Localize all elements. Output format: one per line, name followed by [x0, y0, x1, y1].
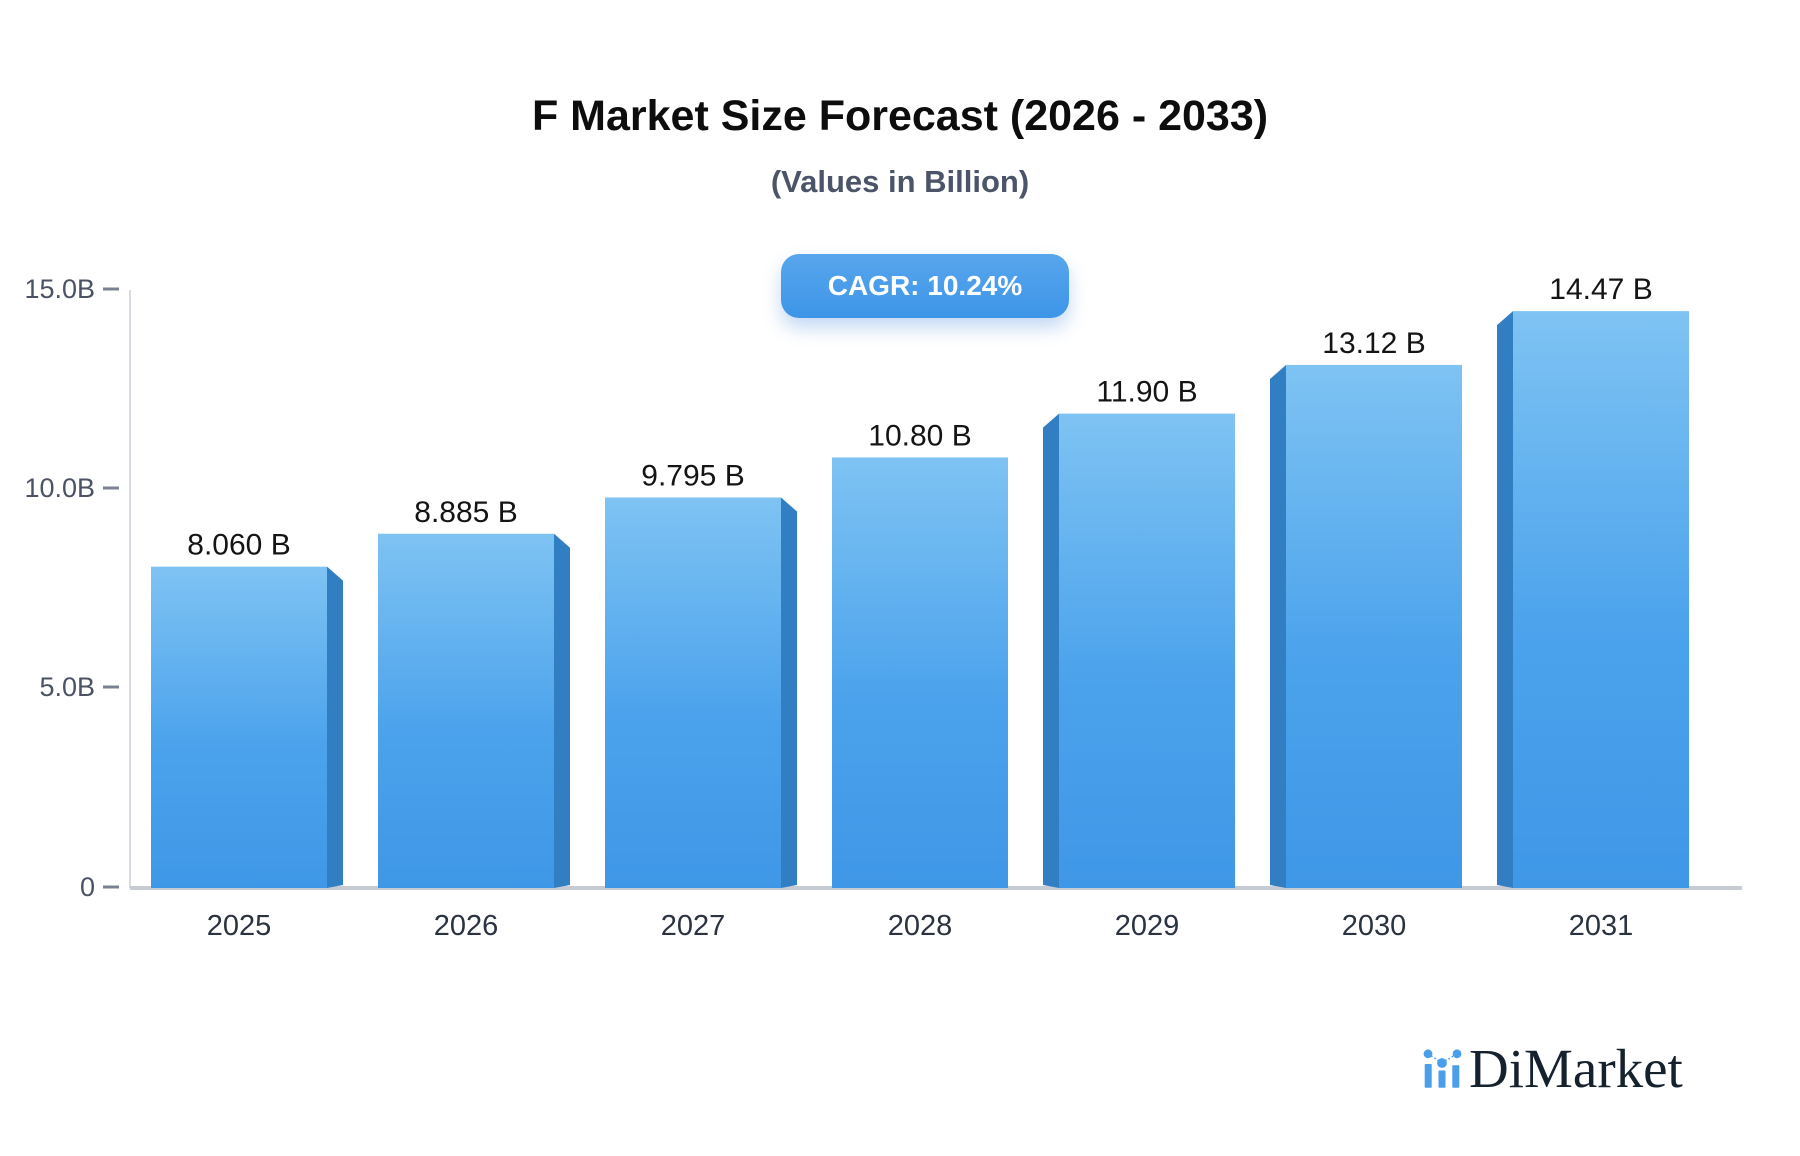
- svg-text:2027: 2027: [661, 910, 726, 942]
- svg-text:8.060 B: 8.060 B: [187, 529, 290, 562]
- svg-text:2025: 2025: [207, 910, 272, 942]
- svg-text:2026: 2026: [434, 910, 499, 942]
- svg-text:14.47 B: 14.47 B: [1549, 273, 1652, 306]
- svg-text:2028: 2028: [888, 910, 953, 942]
- svg-text:0: 0: [80, 872, 95, 902]
- svg-text:2029: 2029: [1115, 910, 1180, 942]
- svg-text:2031: 2031: [1569, 910, 1634, 942]
- svg-text:10.0B: 10.0B: [24, 473, 95, 503]
- svg-text:10.80 B: 10.80 B: [868, 419, 971, 452]
- svg-text:5.0B: 5.0B: [39, 672, 95, 702]
- svg-text:15.0B: 15.0B: [24, 274, 95, 304]
- svg-text:9.795 B: 9.795 B: [641, 460, 744, 493]
- svg-text:8.885 B: 8.885 B: [414, 496, 517, 529]
- svg-text:13.12 B: 13.12 B: [1322, 327, 1425, 360]
- svg-text:11.90 B: 11.90 B: [1096, 376, 1197, 409]
- svg-text:2030: 2030: [1342, 910, 1407, 942]
